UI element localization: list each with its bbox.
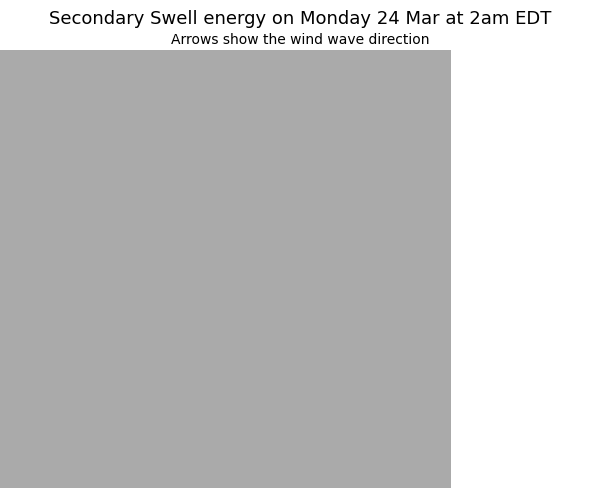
- Text: Arrows show the wind wave direction: Arrows show the wind wave direction: [171, 33, 430, 47]
- Text: Secondary Swell energy on Monday 24 Mar at 2am EDT: Secondary Swell energy on Monday 24 Mar …: [49, 10, 552, 28]
- Bar: [0, 51, 451, 488]
